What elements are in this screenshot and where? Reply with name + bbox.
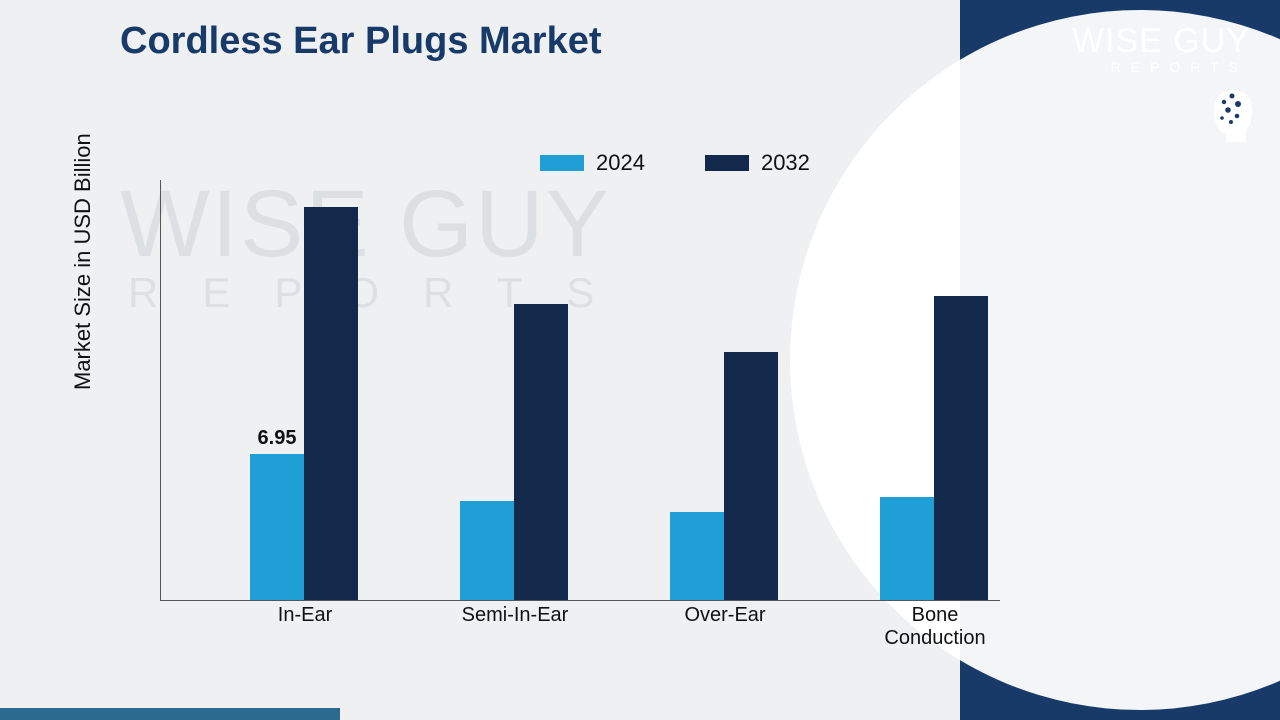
legend-item-2024: 2024 [540, 150, 645, 176]
bar [250, 454, 304, 600]
bar [514, 304, 568, 600]
bar-group [850, 180, 1020, 600]
legend-label-2024: 2024 [596, 150, 645, 176]
chart-legend: 2024 2032 [540, 150, 810, 176]
x-tick-label: In-Ear [220, 604, 390, 627]
bar-group [220, 180, 390, 600]
chart-title: Cordless Ear Plugs Market [120, 20, 602, 63]
bar-value-label: 6.95 [247, 427, 307, 450]
bar [724, 352, 778, 600]
bar-chart: 2024 2032 Market Size in USD Billion 6.9… [100, 120, 1000, 650]
legend-item-2032: 2032 [705, 150, 810, 176]
x-tick-label: BoneConduction [850, 604, 1020, 650]
brand-logo: WISE GUY REPORTS [1072, 22, 1250, 75]
brand-logo-sub: REPORTS [1072, 59, 1250, 75]
bar [460, 501, 514, 600]
bar [934, 296, 988, 601]
x-tick-label: Semi-In-Ear [430, 604, 600, 627]
plot-area: 6.95 [160, 180, 1000, 600]
brand-logo-main: WISE GUY [1072, 22, 1250, 61]
x-tick-label: Over-Ear [640, 604, 810, 627]
ai-head-icon [1204, 84, 1256, 144]
x-axis-line [160, 600, 1000, 601]
page-root: WISE GUY REPORTS Cordless Ear Plugs Mark… [0, 0, 1280, 720]
bar-group [430, 180, 600, 600]
bottom-accent-bar [0, 708, 340, 720]
legend-swatch-2032 [705, 155, 749, 171]
legend-swatch-2024 [540, 155, 584, 171]
bar [670, 512, 724, 600]
y-axis-label: Market Size in USD Billion [70, 133, 96, 390]
bar-group [640, 180, 810, 600]
bar [880, 497, 934, 600]
bar [304, 207, 358, 600]
legend-label-2032: 2032 [761, 150, 810, 176]
